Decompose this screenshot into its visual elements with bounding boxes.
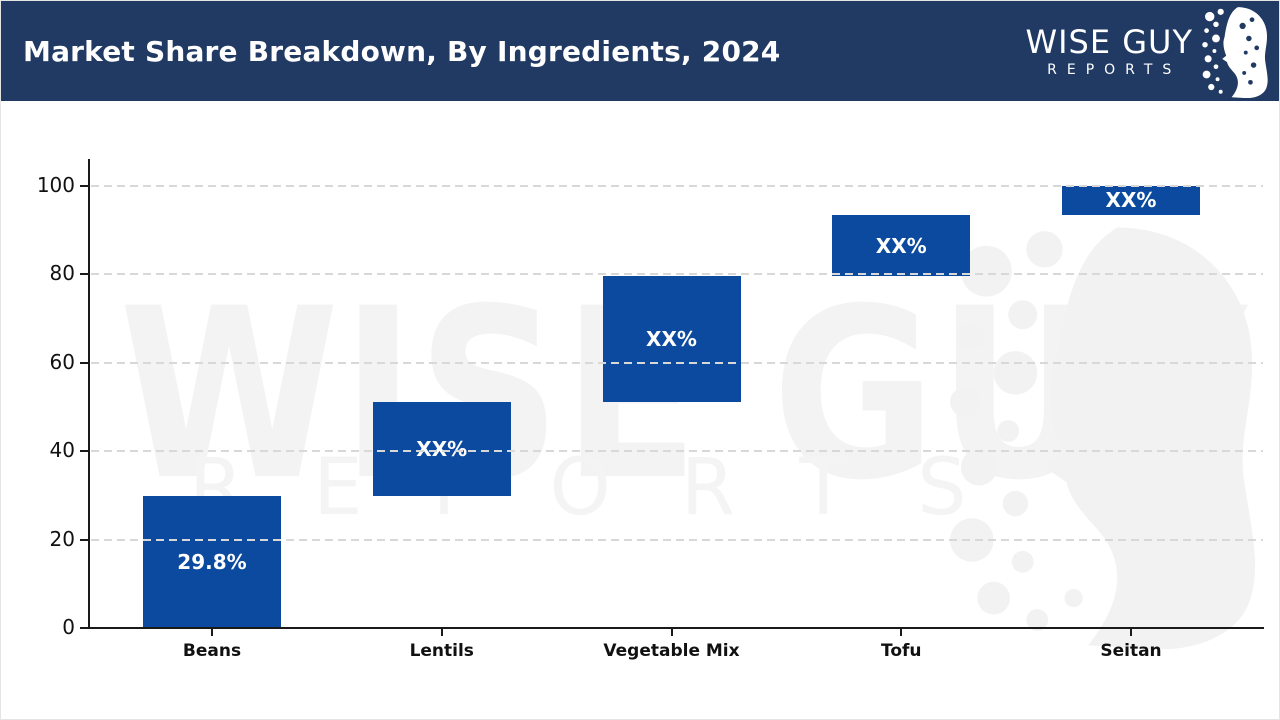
bar-label-seitan: XX% [1105, 188, 1157, 213]
brand-subtitle: REPORTS [1047, 61, 1182, 78]
brand-text: WISE GUY REPORTS [1025, 25, 1193, 78]
x-tick-beans [211, 629, 213, 636]
y-tick-label-0: 0 [62, 615, 75, 639]
y-tick-label-40: 40 [49, 438, 75, 462]
y-tick-label-60: 60 [49, 349, 75, 374]
bar-label-tofu: XX% [875, 233, 927, 258]
y-tick-label-20: 20 [49, 526, 75, 551]
y-tick-label-80: 80 [49, 261, 75, 285]
gridline-100 [91, 184, 1263, 187]
chart-area: 0 20 40 60 80 100 29.8% Beans XX% Lentils XX% Veget… [1, 101, 1279, 719]
x-category-label-seitan: Seitan [1100, 641, 1162, 661]
y-tick-60 [80, 361, 88, 364]
y-tick-0 [80, 627, 88, 629]
y-tick-80 [80, 273, 88, 275]
y-tick-label-100: 100 [36, 172, 75, 197]
x-category-label-beans: Beans [182, 641, 242, 661]
bar-lentils: XX% [372, 402, 511, 497]
bar-vegetable-mix: XX% [602, 276, 741, 403]
x-axis-spine [87, 627, 1264, 629]
gridline-40 [91, 450, 1263, 452]
bar-seitan: XX% [1062, 185, 1200, 216]
watermark-text-reports: REPORTS [189, 443, 1037, 533]
page-title: Market Share Breakdown, By Ingredients, … [23, 34, 781, 68]
bar-beans: 29.8% [143, 496, 281, 628]
bar-label-lentils: XX% [416, 437, 468, 462]
bar-label-beans: 29.8% [177, 550, 247, 575]
gridline-80 [91, 273, 1263, 275]
watermark-head-icon [950, 227, 1256, 649]
header-bar: Market Share Breakdown, By Ingredients, … [1, 1, 1279, 101]
bar-label-vegetable-mix: XX% [646, 327, 697, 352]
gridline-20 [91, 538, 1263, 541]
brand-name: WISE GUY [1025, 22, 1193, 61]
y-tick-40 [80, 450, 88, 452]
bar-tofu: XX% [832, 215, 971, 277]
x-tick-lentils [440, 629, 443, 636]
y-tick-100 [80, 184, 88, 187]
x-tick-tofu [900, 629, 903, 636]
x-category-label-tofu: Tofu [880, 641, 922, 661]
gridline-60 [91, 361, 1263, 364]
x-tick-vegetable-mix [670, 629, 673, 636]
x-tick-seitan [1130, 629, 1132, 636]
brand-logo: WISE GUY REPORTS [1025, 1, 1273, 101]
x-category-label-vegetable-mix: Vegetable Mix [603, 641, 740, 661]
x-category-label-lentils: Lentils [409, 641, 474, 661]
y-tick-20 [80, 538, 88, 541]
brand-head-icon [1202, 7, 1268, 98]
y-axis-spine [88, 159, 90, 629]
